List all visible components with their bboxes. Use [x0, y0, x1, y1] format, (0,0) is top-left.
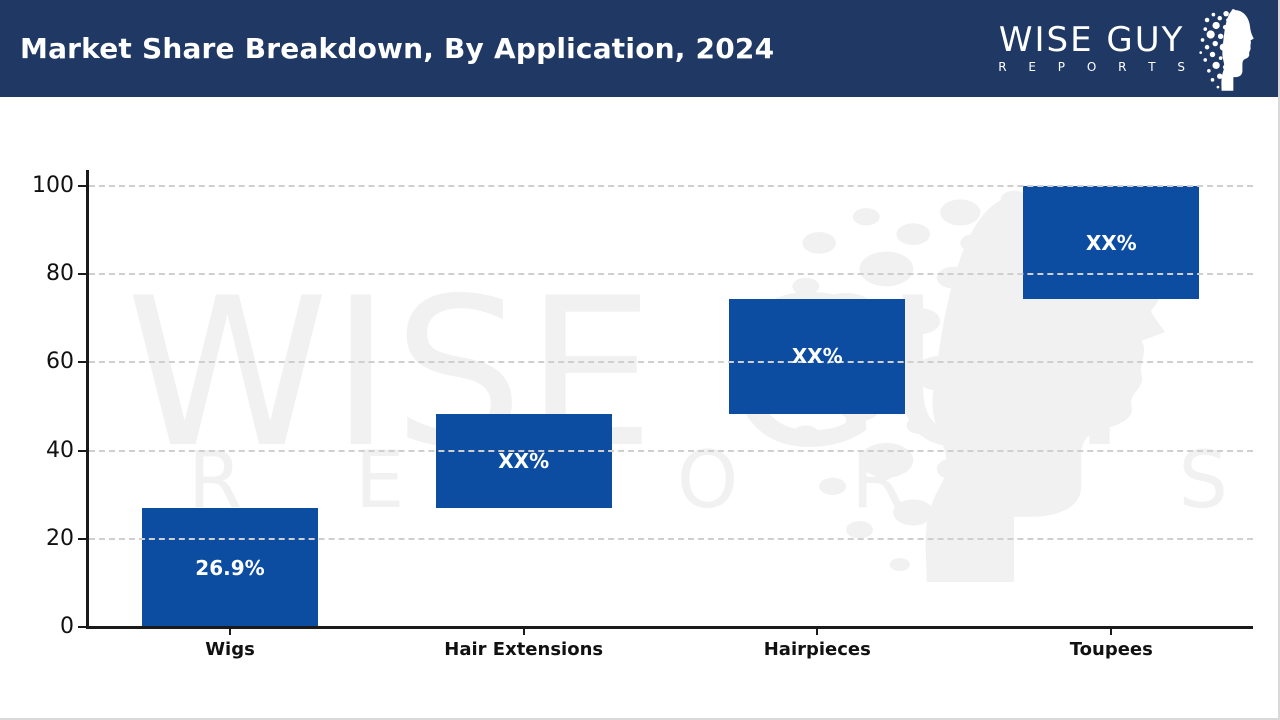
- x-tick-label-3: Toupees: [1069, 639, 1153, 660]
- logo-subtitle: R E P O R T S: [998, 60, 1194, 74]
- y-tick-20: [78, 537, 86, 540]
- wise-guy-logo: WISE GUY R E P O R T S: [989, 7, 1256, 91]
- gridline-80: [89, 273, 1253, 276]
- y-tick-60: [78, 361, 86, 364]
- y-tick-label-100: 100: [32, 173, 74, 198]
- gridline-60: [89, 361, 1253, 364]
- y-tick-label-20: 20: [46, 525, 74, 551]
- logo-head-icon: [1199, 8, 1254, 91]
- y-tick-label-60: 60: [46, 349, 74, 375]
- bar-value-label-1: XX%: [498, 448, 550, 473]
- x-tick-label-0: Wigs: [205, 639, 255, 660]
- logo-text: WISE GUY R E P O R T S: [989, 23, 1194, 74]
- gridline-20: [89, 537, 1253, 540]
- y-tick-label-40: 40: [46, 437, 74, 463]
- gridline-40: [89, 449, 1253, 452]
- waterfall-bar-hair-extensions: [435, 413, 612, 509]
- x-tick-label-2: Hairpieces: [763, 639, 871, 660]
- waterfall-bar-wigs: [142, 508, 318, 627]
- x-tick-0: [229, 628, 231, 635]
- bar-value-label-0: 26.9%: [195, 555, 265, 580]
- y-tick-label-0: 0: [60, 614, 74, 639]
- page-title: Market Share Breakdown, By Application, …: [20, 32, 775, 65]
- x-tick-label-1: Hair Extensions: [444, 639, 604, 660]
- y-tick-0: [78, 626, 86, 628]
- bar-value-label-3: XX%: [1085, 230, 1137, 255]
- x-tick-1: [522, 628, 525, 635]
- y-tick-80: [78, 273, 86, 276]
- y-axis-line: [86, 170, 89, 629]
- x-axis-line: [86, 626, 1253, 629]
- header: Market Share Breakdown, By Application, …: [0, 0, 1278, 97]
- y-tick-40: [78, 449, 86, 452]
- y-tick-100: [78, 185, 86, 187]
- logo-wordmark: WISE GUY: [998, 20, 1185, 60]
- bar-value-label-2: XX%: [791, 344, 843, 369]
- x-tick-3: [1110, 628, 1113, 635]
- y-tick-label-80: 80: [46, 261, 74, 287]
- x-tick-2: [816, 628, 819, 635]
- gridline-100: [89, 185, 1253, 187]
